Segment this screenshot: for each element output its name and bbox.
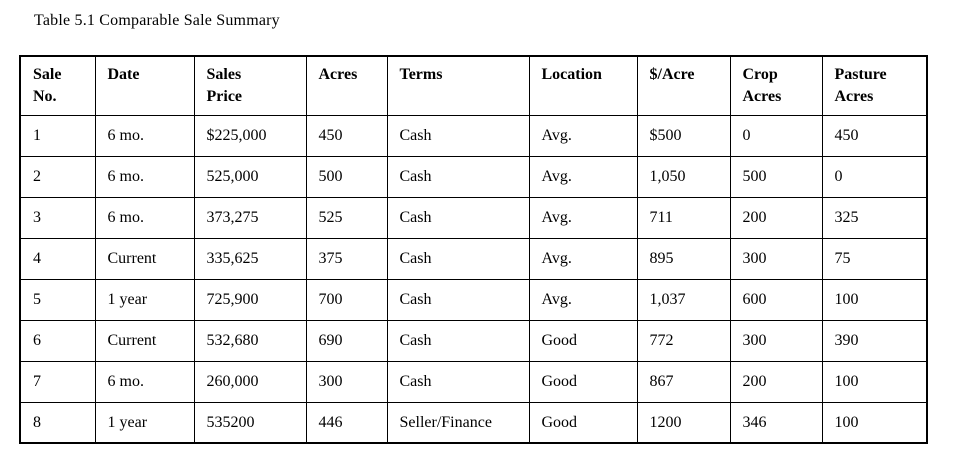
table-cell: Cash xyxy=(386,155,530,198)
table-cell: 5 xyxy=(19,278,96,321)
table-cell: 100 xyxy=(821,401,928,444)
table-cell: 6 mo. xyxy=(94,114,195,157)
table-cell: 6 mo. xyxy=(94,155,195,198)
table-cell: 1,050 xyxy=(636,155,731,198)
table-cell: Current xyxy=(94,237,195,280)
table-cell: 2 xyxy=(19,155,96,198)
table-cell: 450 xyxy=(305,114,388,157)
table-cell: 300 xyxy=(729,319,823,362)
column-header: Terms xyxy=(386,55,530,116)
table-cell: Good xyxy=(528,401,638,444)
column-header: Crop Acres xyxy=(729,55,823,116)
table-cell: 711 xyxy=(636,196,731,239)
table-cell: Avg. xyxy=(528,278,638,321)
table-cell: 525 xyxy=(305,196,388,239)
table-cell: 725,900 xyxy=(193,278,307,321)
table-cell: Avg. xyxy=(528,237,638,280)
table-cell: 690 xyxy=(305,319,388,362)
table-cell: Cash xyxy=(386,114,530,157)
table-cell: 500 xyxy=(729,155,823,198)
table-cell: 1,037 xyxy=(636,278,731,321)
table-row: 6 Current 532,680 690 Cash Good 772 300 390 xyxy=(19,319,928,362)
table-cell: 373,275 xyxy=(193,196,307,239)
table-cell: 375 xyxy=(305,237,388,280)
table-cell: 525,000 xyxy=(193,155,307,198)
table-cell: Cash xyxy=(386,237,530,280)
table-cell: 7 xyxy=(19,360,96,403)
table-cell: 300 xyxy=(729,237,823,280)
table-cell: Cash xyxy=(386,196,530,239)
table-cell: 500 xyxy=(305,155,388,198)
table-cell: Good xyxy=(528,360,638,403)
table-cell: 6 mo. xyxy=(94,196,195,239)
table-cell: $500 xyxy=(636,114,731,157)
table-cell: 346 xyxy=(729,401,823,444)
column-header: Pasture Acres xyxy=(821,55,928,116)
table-cell: 6 xyxy=(19,319,96,362)
table-cell: 0 xyxy=(821,155,928,198)
table-cell: 260,000 xyxy=(193,360,307,403)
table-cell: 600 xyxy=(729,278,823,321)
table-title: Table 5.1 Comparable Sale Summary xyxy=(34,12,280,29)
comparable-sales-table: Sale No. Date Sales Price Acres Terms Locatio… xyxy=(19,55,928,445)
table-cell: 6 mo. xyxy=(94,360,195,403)
table-cell: 325 xyxy=(821,196,928,239)
table-cell: Current xyxy=(94,319,195,362)
header-row: Sale No. Date Sales Price Acres Terms Locatio… xyxy=(19,55,928,116)
column-header: Acres xyxy=(305,55,388,116)
table-cell: 8 xyxy=(19,401,96,444)
table-cell: Seller/Finance xyxy=(386,401,530,444)
table-cell: 450 xyxy=(821,114,928,157)
table-cell: 700 xyxy=(305,278,388,321)
table-cell: 446 xyxy=(305,401,388,444)
column-header: $/Acre xyxy=(636,55,731,116)
table-cell: 4 xyxy=(19,237,96,280)
table-cell: 75 xyxy=(821,237,928,280)
table-cell: Good xyxy=(528,319,638,362)
table-cell: 1200 xyxy=(636,401,731,444)
table-cell: Avg. xyxy=(528,196,638,239)
table-cell: 867 xyxy=(636,360,731,403)
table-cell: $225,000 xyxy=(193,114,307,157)
table-cell: Cash xyxy=(386,278,530,321)
table-cell: Cash xyxy=(386,319,530,362)
table-cell: 1 xyxy=(19,114,96,157)
table-cell: 300 xyxy=(305,360,388,403)
column-header: Sale No. xyxy=(19,55,96,116)
table-cell: 100 xyxy=(821,360,928,403)
table-cell: Avg. xyxy=(528,114,638,157)
column-header: Sales Price xyxy=(193,55,307,116)
table-cell: 3 xyxy=(19,196,96,239)
table-cell: Cash xyxy=(386,360,530,403)
table-cell: 1 year xyxy=(94,401,195,444)
table-cell: 772 xyxy=(636,319,731,362)
table-cell: 895 xyxy=(636,237,731,280)
table-cell: 100 xyxy=(821,278,928,321)
table-cell: 535200 xyxy=(193,401,307,444)
table-cell: 0 xyxy=(729,114,823,157)
column-header: Date xyxy=(94,55,195,116)
table-cell: 532,680 xyxy=(193,319,307,362)
column-header: Location xyxy=(528,55,638,116)
table-row: 4 Current 335,625 375 Cash Avg. 895 300 75 xyxy=(19,237,928,280)
table-cell: 200 xyxy=(729,360,823,403)
table-cell: 200 xyxy=(729,196,823,239)
table-cell: Avg. xyxy=(528,155,638,198)
table-cell: 335,625 xyxy=(193,237,307,280)
table-cell: 1 year xyxy=(94,278,195,321)
table-cell: 390 xyxy=(821,319,928,362)
